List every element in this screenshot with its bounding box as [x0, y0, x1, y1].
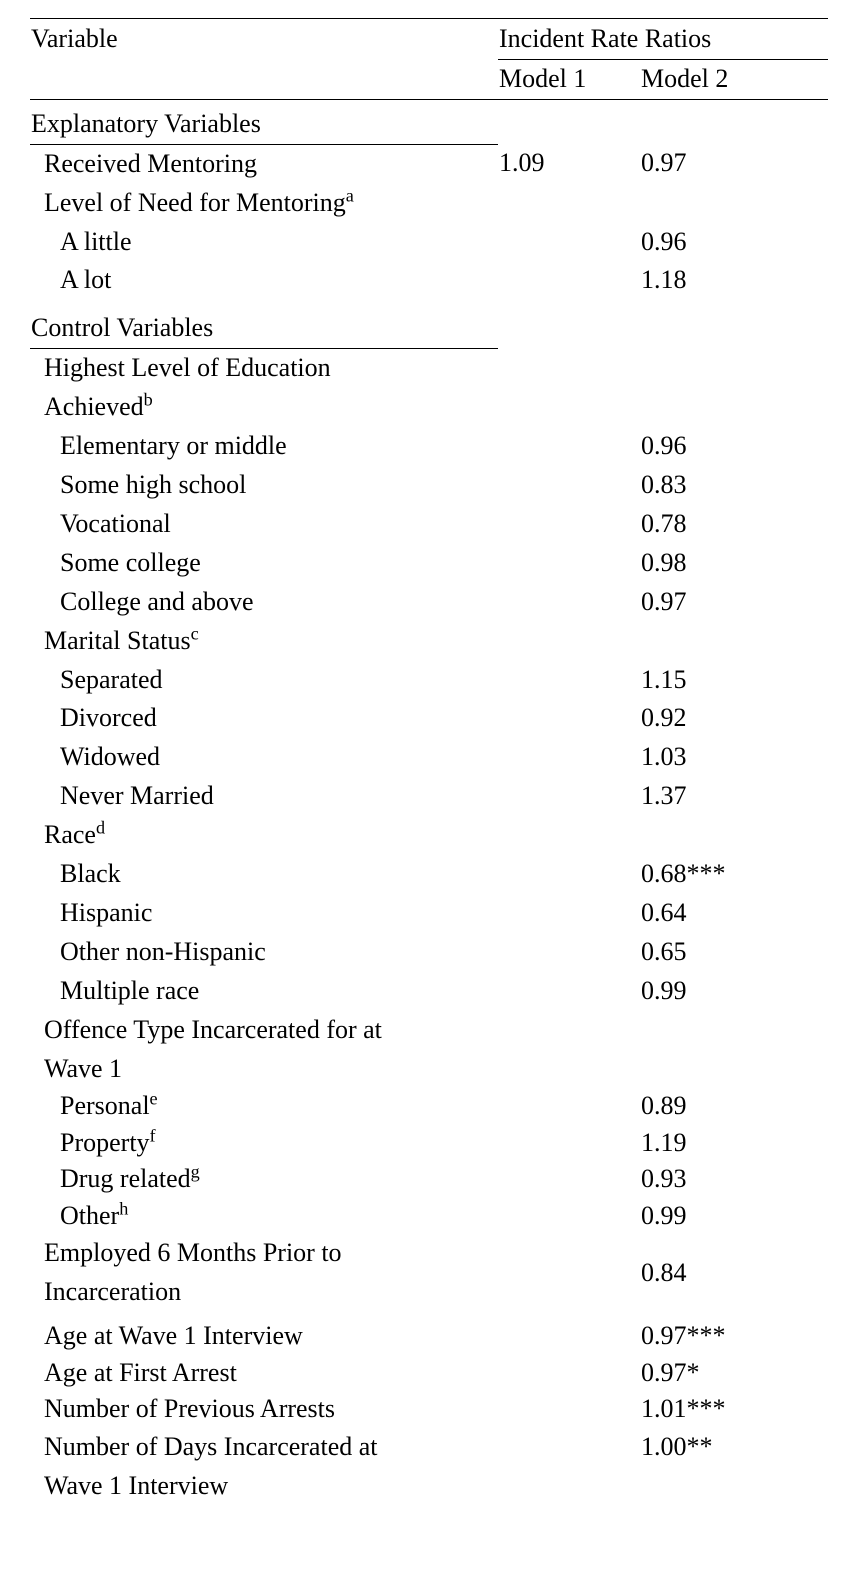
row-age-arrest: Age at First Arrest — [44, 1358, 237, 1387]
val-black: 0.68*** — [641, 859, 726, 888]
val-somehs: 0.83 — [641, 470, 687, 499]
row-prev-arrests: Number of Previous Arrests — [44, 1394, 335, 1423]
val-never: 1.37 — [641, 781, 687, 810]
val-age-wave1: 0.97*** — [641, 1321, 726, 1350]
row-hisp: Hispanic — [60, 898, 152, 927]
val-days-inc: 1.00** — [641, 1432, 713, 1461]
val-age-arrest: 0.97* — [641, 1358, 700, 1387]
col-header-model1: Model 1 — [499, 64, 586, 93]
row-race: Race — [44, 820, 96, 849]
results-table: Variable Incident Rate Ratios Model 1 Mo… — [30, 18, 828, 1506]
row-never: Never Married — [60, 781, 214, 810]
sup-c: c — [191, 623, 199, 643]
val-m2-received-mentoring: 0.97 — [641, 148, 687, 177]
sup-d: d — [96, 817, 105, 837]
sup-a: a — [346, 185, 354, 205]
row-wid: Widowed — [60, 742, 160, 771]
sup-b: b — [144, 390, 153, 410]
val-prev-arrests: 1.01*** — [641, 1394, 726, 1423]
row-age-wave1: Age at Wave 1 Interview — [44, 1321, 303, 1350]
row-a-lot: A lot — [60, 265, 111, 294]
val-personal: 0.89 — [641, 1091, 687, 1120]
val-voc: 0.78 — [641, 509, 687, 538]
row-voc: Vocational — [60, 509, 171, 538]
row-a-little: A little — [60, 227, 132, 256]
val-sep: 1.15 — [641, 665, 687, 694]
val-hisp: 0.64 — [641, 898, 687, 927]
col-header-variable: Variable — [31, 24, 118, 53]
row-education1: Highest Level of Education — [44, 353, 331, 382]
row-personal: Personal — [60, 1091, 150, 1120]
row-sep: Separated — [60, 665, 163, 694]
row-employed2: Incarceration — [44, 1277, 181, 1306]
val-other: 0.99 — [641, 1201, 687, 1230]
row-othernh: Other non-Hispanic — [60, 937, 266, 966]
row-mult: Multiple race — [60, 976, 199, 1005]
sup-f: f — [150, 1125, 156, 1145]
row-somecl: Some college — [60, 548, 201, 577]
val-coll: 0.97 — [641, 587, 687, 616]
section-explanatory: Explanatory Variables — [31, 109, 261, 138]
val-drug: 0.93 — [641, 1164, 687, 1193]
row-received-mentoring: Received Mentoring — [44, 149, 257, 178]
row-marital: Marital Status — [44, 626, 191, 655]
row-other: Other — [60, 1201, 119, 1230]
val-othernh: 0.65 — [641, 937, 687, 966]
row-div: Divorced — [60, 703, 157, 732]
val-div: 0.92 — [641, 703, 687, 732]
row-education2: Achieved — [44, 392, 144, 421]
val-employed: 0.84 — [641, 1258, 687, 1287]
sup-h: h — [119, 1198, 128, 1218]
row-elem: Elementary or middle — [60, 431, 287, 460]
row-offence2: Wave 1 — [44, 1054, 122, 1083]
val-elem: 0.96 — [641, 431, 687, 460]
val-wid: 1.03 — [641, 742, 687, 771]
row-level-need: Level of Need for Mentoring — [44, 188, 346, 217]
section-control: Control Variables — [31, 313, 213, 342]
val-property: 1.19 — [641, 1128, 687, 1157]
row-somehs: Some high school — [60, 470, 246, 499]
row-offence1: Offence Type Incarcerated for at — [44, 1015, 382, 1044]
col-header-irr: Incident Rate Ratios — [499, 24, 711, 53]
val-a-little: 0.96 — [641, 227, 687, 256]
val-a-lot: 1.18 — [641, 265, 687, 294]
row-drug: Drug related — [60, 1164, 191, 1193]
row-employed1: Employed 6 Months Prior to — [44, 1238, 342, 1267]
val-mult: 0.99 — [641, 976, 687, 1005]
col-header-model2: Model 2 — [641, 64, 728, 93]
val-somecl: 0.98 — [641, 548, 687, 577]
sup-e: e — [150, 1089, 158, 1109]
row-black: Black — [60, 859, 121, 888]
row-property: Property — [60, 1128, 150, 1157]
row-coll: College and above — [60, 587, 254, 616]
sup-g: g — [191, 1162, 200, 1182]
val-m1-received-mentoring: 1.09 — [499, 148, 545, 177]
row-days-inc2: Wave 1 Interview — [44, 1471, 228, 1500]
row-days-inc1: Number of Days Incarcerated at — [44, 1432, 378, 1461]
